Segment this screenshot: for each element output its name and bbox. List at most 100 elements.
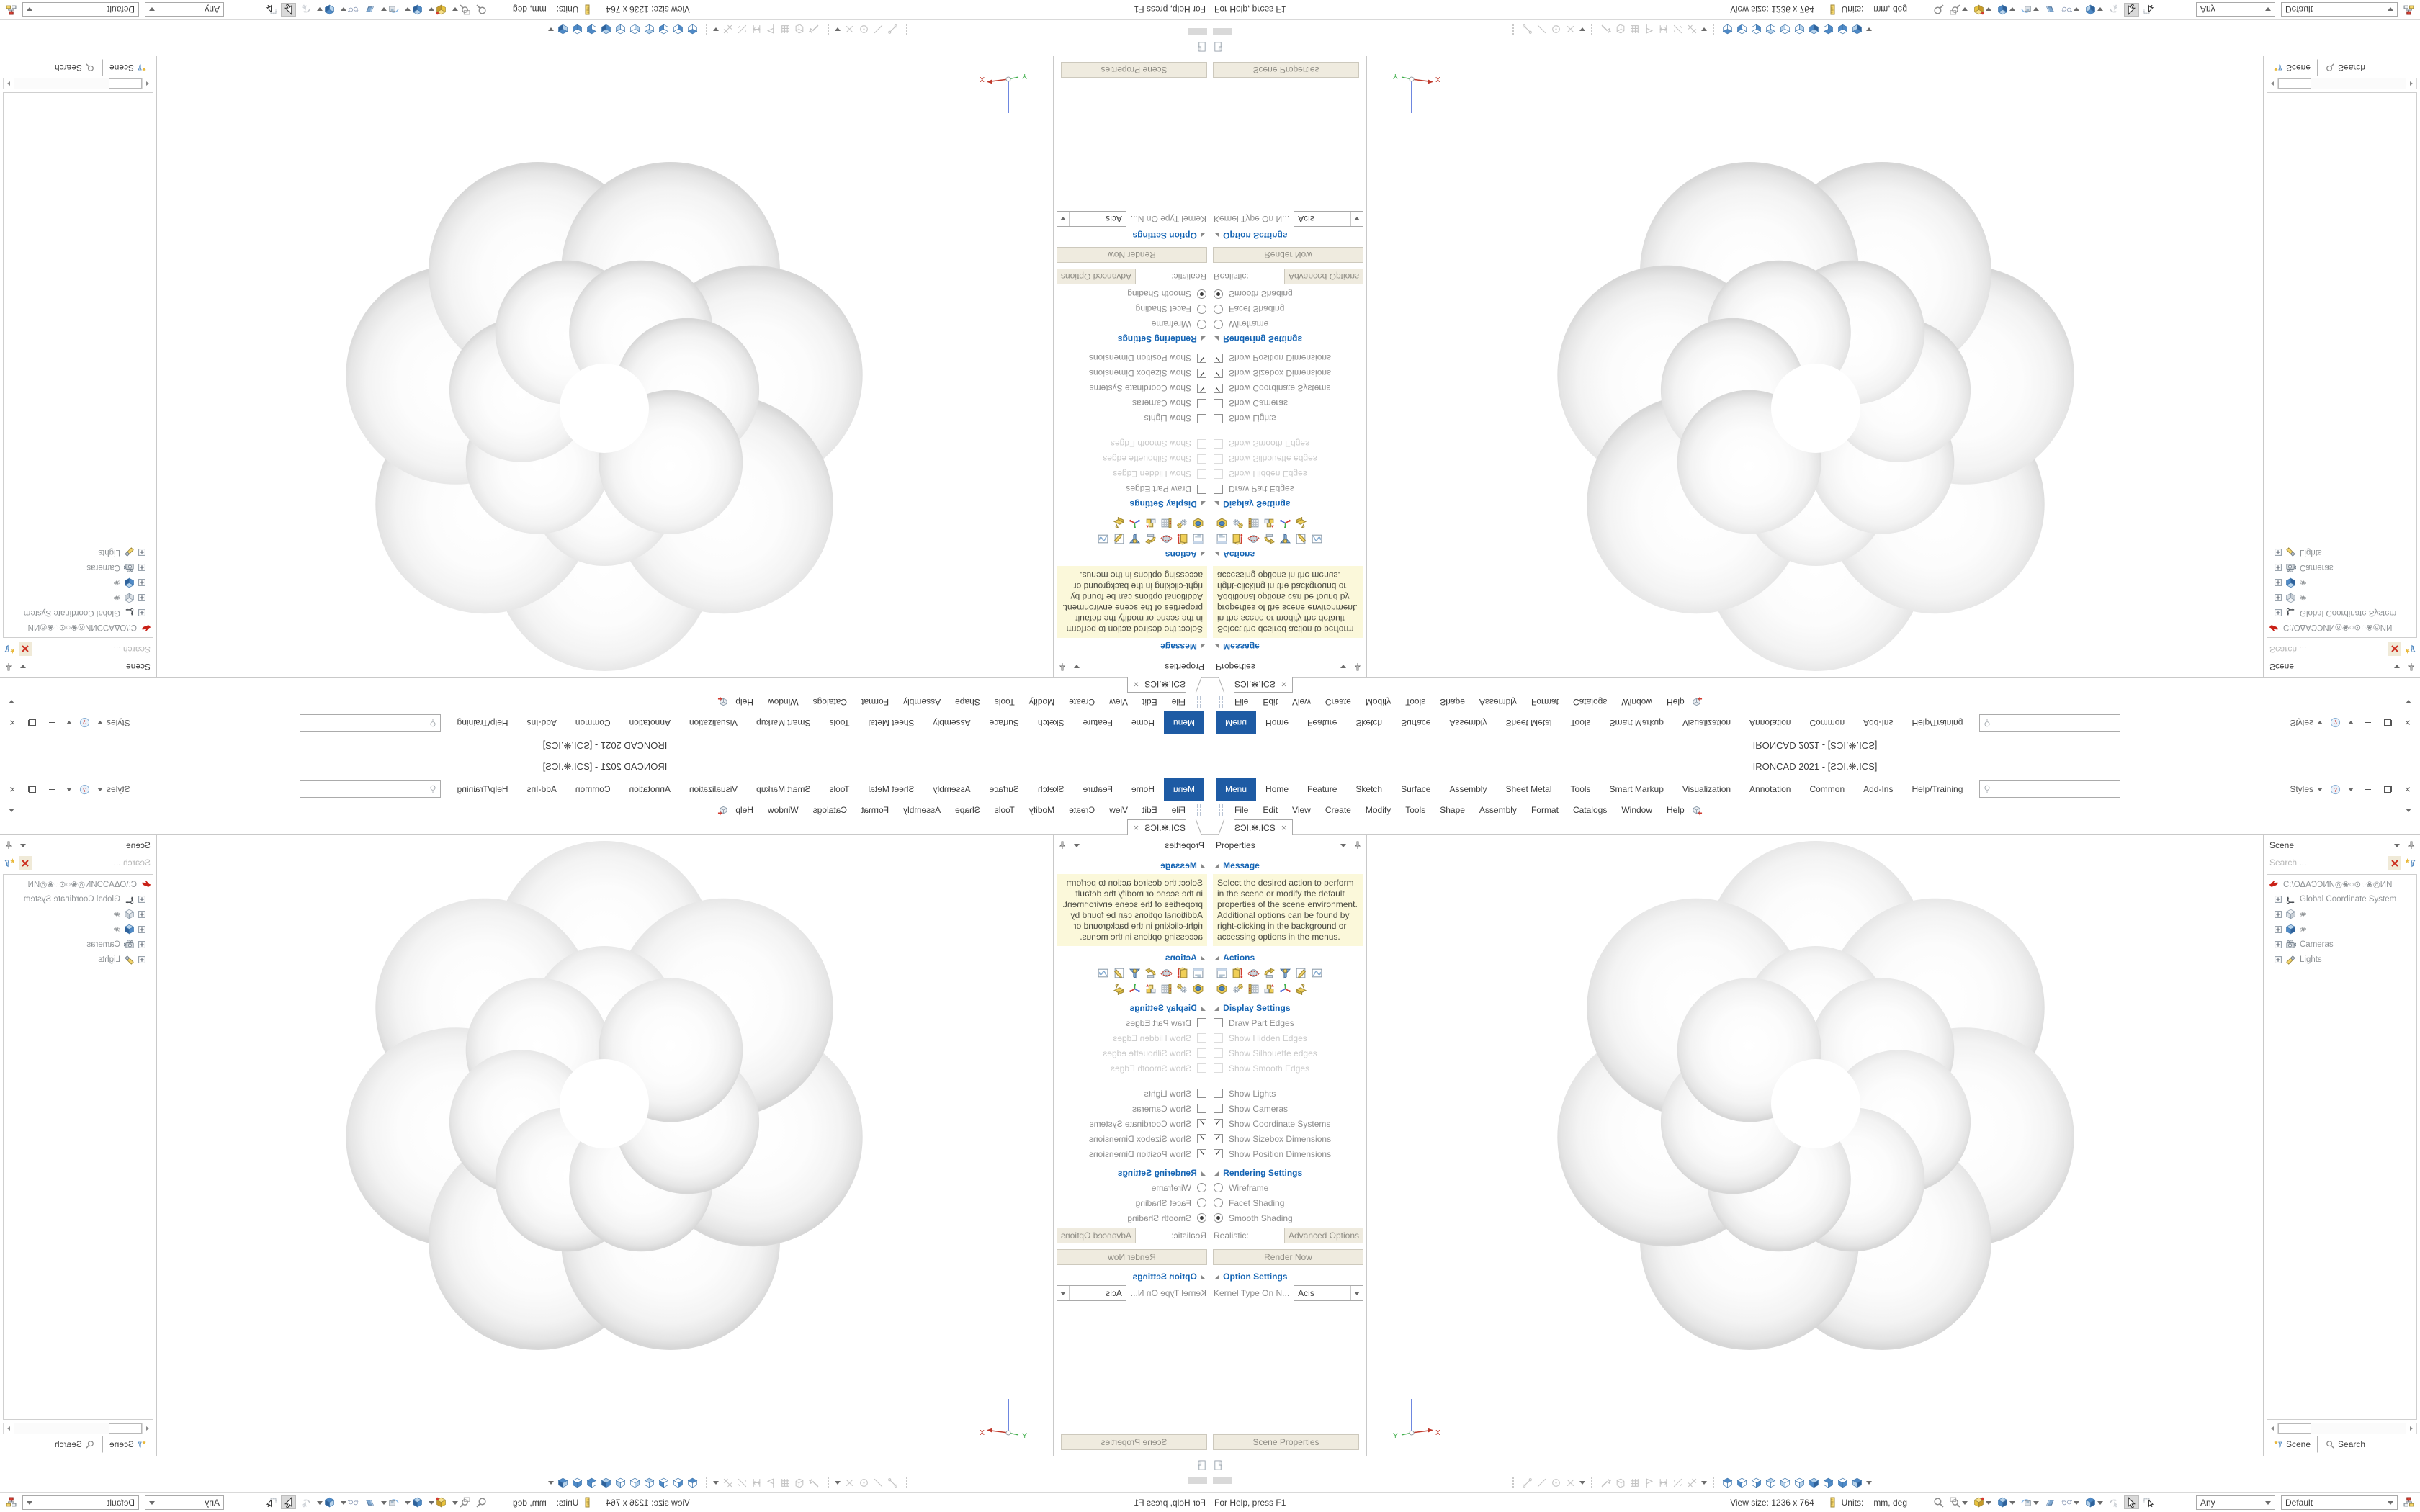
advanced-options-button[interactable]: Advanced Options bbox=[1284, 269, 1363, 284]
edit-sheet-icon[interactable] bbox=[1113, 533, 1125, 545]
select-box-icon[interactable] bbox=[2142, 4, 2156, 16]
circle-icon[interactable] bbox=[859, 24, 869, 35]
tree-root[interactable]: C:\ΟΔΑƆƆИΝ◎❀○⊙○❀◎ИΝ bbox=[2269, 621, 2416, 636]
view-cube-icon[interactable] bbox=[1736, 1477, 1747, 1488]
styles-dropdown[interactable]: Styles bbox=[97, 718, 130, 728]
ribbon-tab-add-ins[interactable]: Add-Ins bbox=[526, 784, 557, 794]
tree-item-gcs[interactable]: Global Coordinate System bbox=[4, 606, 145, 621]
shaded-cube-icon[interactable] bbox=[2084, 4, 2105, 16]
select-caret-button[interactable] bbox=[1350, 212, 1363, 226]
checkbox-show-position-dimensions[interactable]: Show Position Dimensions bbox=[1210, 1146, 1366, 1161]
help-badge-icon[interactable]: ? bbox=[79, 718, 90, 729]
render-now-button[interactable]: Render Now bbox=[1213, 1249, 1363, 1265]
chevron-down-icon[interactable] bbox=[66, 787, 72, 791]
menu-catalogs[interactable]: Catalogs bbox=[1572, 697, 1608, 707]
ribbon-tab-visualization[interactable]: Visualization bbox=[1682, 718, 1731, 728]
blossom-torus-model[interactable] bbox=[1542, 135, 2089, 677]
close-button[interactable]: × bbox=[2401, 783, 2414, 796]
view-cube-icon[interactable] bbox=[1780, 24, 1791, 35]
slope-dim-icon[interactable] bbox=[737, 1477, 748, 1488]
boxes-icon[interactable] bbox=[1263, 983, 1276, 995]
rendering-settings-header[interactable]: ◢ Rendering Settings bbox=[1214, 334, 1303, 344]
ribbon-tab-common[interactable]: Common bbox=[1809, 784, 1845, 794]
option-settings-header[interactable]: ◢ Option Settings bbox=[1214, 230, 1288, 240]
menu-format[interactable]: Format bbox=[861, 805, 889, 815]
part-alert-icon[interactable] bbox=[1232, 533, 1244, 545]
tree-item-part-1[interactable]: ❀ bbox=[2275, 590, 2416, 606]
render-now-button[interactable]: Render Now bbox=[1213, 247, 1363, 263]
ribbon-tab-sketch[interactable]: Sketch bbox=[1037, 718, 1065, 728]
radio-wireframe[interactable]: Wireframe bbox=[1054, 1180, 1210, 1195]
document-tab[interactable]: ƧƆI.❋.ICS × bbox=[1126, 677, 1194, 693]
scrollbar-track[interactable] bbox=[2278, 1423, 2406, 1434]
tree-item-cameras[interactable]: Cameras bbox=[2275, 560, 2416, 575]
ribbon-tab-help-training[interactable]: Help/Training bbox=[457, 718, 508, 728]
ribbon-tab-surface[interactable]: Surface bbox=[1401, 784, 1431, 794]
chevron-down-icon[interactable] bbox=[835, 1480, 841, 1485]
gears-icon[interactable] bbox=[1176, 517, 1188, 529]
grid-icon[interactable] bbox=[780, 1477, 791, 1488]
help-badge-icon[interactable]: ? bbox=[2330, 718, 2341, 729]
actions-section-header[interactable]: ◢ Actions bbox=[1214, 953, 1255, 963]
toolbar-grip[interactable] bbox=[1713, 24, 1716, 35]
pin-icon[interactable] bbox=[1353, 662, 1362, 671]
ribbon-tab-help-training[interactable]: Help/Training bbox=[457, 784, 508, 794]
message-section-header[interactable]: ◢ Message bbox=[1214, 860, 1260, 870]
ribbon-tab-assembly[interactable]: Assembly bbox=[933, 784, 971, 794]
actions-section-header[interactable]: ◢ Actions bbox=[1214, 549, 1255, 559]
checkbox-checked-icon[interactable] bbox=[1214, 384, 1223, 393]
glasses-icon[interactable] bbox=[339, 4, 360, 16]
checkbox-checked-icon[interactable] bbox=[1197, 384, 1206, 393]
styles-dropdown[interactable]: Styles bbox=[2290, 784, 2323, 794]
ribbon-tab-menu[interactable]: Menu bbox=[1163, 778, 1204, 801]
checkbox-show-sizebox-dimensions[interactable]: Show Sizebox Dimensions bbox=[1054, 1131, 1210, 1146]
flag-icon[interactable] bbox=[1644, 1477, 1654, 1488]
viewport-3d[interactable]: X Y bbox=[1367, 20, 2263, 677]
select-caret-button[interactable] bbox=[1057, 212, 1070, 226]
view-cube-icon[interactable] bbox=[1736, 24, 1747, 35]
zoom-icon[interactable] bbox=[475, 1496, 488, 1508]
panel-menu-icon[interactable] bbox=[2394, 843, 2400, 847]
gears-icon[interactable] bbox=[1176, 983, 1188, 995]
ribbon-tab-feature[interactable]: Feature bbox=[1083, 718, 1113, 728]
panel-menu-icon[interactable] bbox=[1074, 665, 1080, 669]
prism-icon[interactable] bbox=[363, 1496, 377, 1508]
actions-section-header[interactable]: ◢ Actions bbox=[1165, 549, 1206, 559]
view-cube-icon[interactable] bbox=[673, 1477, 684, 1488]
cross-icon[interactable] bbox=[1565, 24, 1576, 35]
ribbon-tab-add-ins[interactable]: Add-Ins bbox=[1863, 718, 1894, 728]
shaded-cube-icon[interactable] bbox=[315, 1496, 336, 1508]
zoom-window-icon[interactable] bbox=[1948, 1496, 1969, 1508]
menu-catalogs[interactable]: Catalogs bbox=[812, 805, 848, 815]
checkbox-checked-icon[interactable] bbox=[1197, 369, 1206, 378]
filter-button[interactable] bbox=[2403, 642, 2417, 656]
collapsed-dock-tab[interactable] bbox=[1213, 28, 1232, 52]
menu-window[interactable]: Window bbox=[1621, 697, 1653, 707]
checkbox-icon[interactable] bbox=[1197, 1089, 1206, 1098]
ribbon-tab-home[interactable]: Home bbox=[1265, 784, 1289, 794]
radio-facet-shading[interactable]: Facet Shading bbox=[1054, 1195, 1210, 1210]
cube-plus-icon[interactable] bbox=[717, 805, 728, 816]
advanced-options-button[interactable]: Advanced Options bbox=[1057, 1228, 1136, 1243]
checkbox-show-position-dimensions[interactable]: Show Position Dimensions bbox=[1054, 1146, 1210, 1161]
ribbon-collapse-icon[interactable] bbox=[9, 808, 14, 812]
config-filter-default[interactable]: Default bbox=[22, 2, 139, 17]
checkbox-show-coordinate-systems[interactable]: Show Coordinate Systems bbox=[1054, 1116, 1210, 1131]
flag-icon[interactable] bbox=[766, 1477, 776, 1488]
orbit-icon[interactable] bbox=[1247, 967, 1260, 979]
toolbar-grip[interactable] bbox=[1197, 804, 1201, 816]
radio-smooth-shading[interactable]: Smooth Shading bbox=[1054, 1210, 1210, 1225]
boxes-icon[interactable] bbox=[1144, 983, 1157, 995]
orbit-icon[interactable] bbox=[1160, 533, 1173, 545]
extract-icon[interactable] bbox=[1144, 533, 1157, 545]
toolbar-grip[interactable] bbox=[1219, 804, 1223, 816]
radio-selected-icon[interactable] bbox=[1214, 1213, 1223, 1223]
radio-smooth-shading[interactable]: Smooth Shading bbox=[1210, 1210, 1366, 1225]
ribbon-tab-menu[interactable]: Menu bbox=[1216, 778, 1257, 801]
ribbon-tab-common[interactable]: Common bbox=[575, 718, 611, 728]
horizontal-scrollbar[interactable] bbox=[3, 78, 153, 89]
config-filter-default[interactable]: Default bbox=[2281, 2, 2398, 17]
ribbon-tab-surface[interactable]: Surface bbox=[989, 718, 1019, 728]
view-cube-icon[interactable] bbox=[687, 1477, 698, 1488]
checkbox-show-position-dimensions[interactable]: Show Position Dimensions bbox=[1210, 351, 1366, 366]
